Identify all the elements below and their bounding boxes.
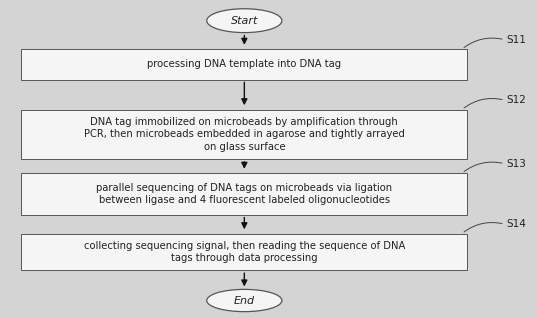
Text: S12: S12 <box>506 95 526 105</box>
FancyBboxPatch shape <box>21 234 467 270</box>
Ellipse shape <box>207 9 282 32</box>
Ellipse shape <box>207 289 282 312</box>
Text: DNA tag immobilized on microbeads by amplification through
PCR, then microbeads : DNA tag immobilized on microbeads by amp… <box>84 117 405 152</box>
Text: Start: Start <box>231 16 258 26</box>
Text: processing DNA template into DNA tag: processing DNA template into DNA tag <box>147 59 342 69</box>
FancyBboxPatch shape <box>21 49 467 80</box>
Text: End: End <box>234 295 255 306</box>
Text: collecting sequencing signal, then reading the sequence of DNA
tags through data: collecting sequencing signal, then readi… <box>84 241 405 263</box>
Text: parallel sequencing of DNA tags on microbeads via ligation
between ligase and 4 : parallel sequencing of DNA tags on micro… <box>96 183 393 205</box>
FancyBboxPatch shape <box>21 110 467 159</box>
Text: S11: S11 <box>506 35 526 45</box>
FancyBboxPatch shape <box>21 173 467 215</box>
Text: S14: S14 <box>506 219 526 229</box>
Text: S13: S13 <box>506 159 526 169</box>
